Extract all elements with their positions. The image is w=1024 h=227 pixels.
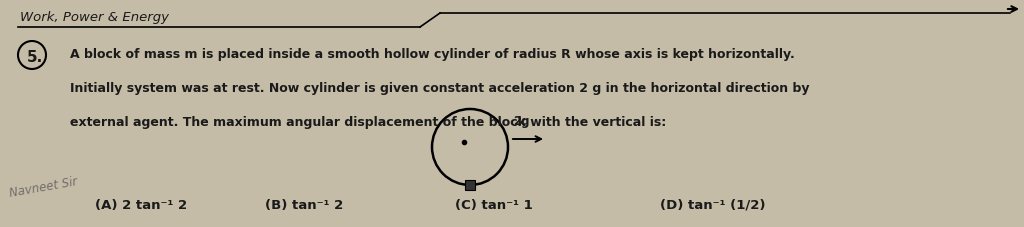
- Text: external agent. The maximum angular displacement of the block with the vertical : external agent. The maximum angular disp…: [70, 116, 667, 128]
- Text: A block of mass m is placed inside a smooth hollow cylinder of radius R whose ax: A block of mass m is placed inside a smo…: [70, 48, 795, 61]
- Text: (C) tan⁻¹ 1: (C) tan⁻¹ 1: [455, 198, 532, 211]
- Text: (A) 2 tan⁻¹ 2: (A) 2 tan⁻¹ 2: [95, 198, 187, 211]
- Text: Initially system was at rest. Now cylinder is given constant acceleration 2 g in: Initially system was at rest. Now cylind…: [70, 82, 810, 95]
- Text: (B) tan⁻¹ 2: (B) tan⁻¹ 2: [265, 198, 343, 211]
- Text: 2g: 2g: [513, 114, 529, 127]
- Text: 5.: 5.: [27, 50, 43, 65]
- Bar: [465, 180, 475, 190]
- Text: (D) tan⁻¹ (1/2): (D) tan⁻¹ (1/2): [660, 198, 766, 211]
- Text: Work, Power & Energy: Work, Power & Energy: [20, 11, 169, 24]
- Text: Navneet Sir: Navneet Sir: [8, 174, 78, 199]
